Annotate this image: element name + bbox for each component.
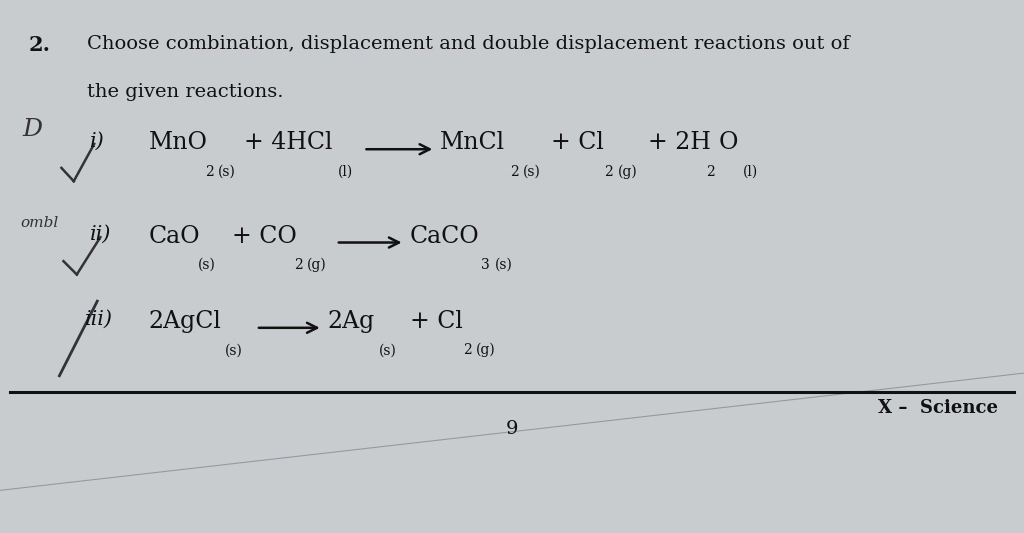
Text: 2: 2 bbox=[707, 165, 716, 179]
Text: CaCO: CaCO bbox=[410, 224, 479, 247]
Text: 2: 2 bbox=[463, 343, 472, 358]
Text: + Cl: + Cl bbox=[410, 310, 463, 333]
Text: D: D bbox=[23, 118, 43, 141]
Text: CaO: CaO bbox=[148, 224, 200, 247]
Text: (l): (l) bbox=[338, 165, 353, 179]
Text: (s): (s) bbox=[523, 165, 541, 179]
Text: (s): (s) bbox=[379, 343, 396, 358]
Text: 2.: 2. bbox=[29, 35, 50, 55]
Text: + Cl: + Cl bbox=[551, 131, 604, 154]
Text: Choose combination, displacement and double displacement reactions out of: Choose combination, displacement and dou… bbox=[87, 35, 850, 53]
Text: (g): (g) bbox=[476, 343, 496, 358]
Text: (s): (s) bbox=[225, 343, 243, 358]
Text: X –  Science: X – Science bbox=[879, 399, 998, 417]
Text: the given reactions.: the given reactions. bbox=[87, 83, 284, 101]
Text: (s): (s) bbox=[218, 165, 236, 179]
Text: MnO: MnO bbox=[148, 131, 208, 154]
Text: (s): (s) bbox=[495, 258, 512, 272]
Text: + 2H: + 2H bbox=[648, 131, 711, 154]
Text: i): i) bbox=[90, 132, 104, 151]
Text: + CO: + CO bbox=[232, 224, 297, 247]
Text: O: O bbox=[719, 131, 738, 154]
Text: 2: 2 bbox=[205, 165, 214, 179]
Text: 9: 9 bbox=[506, 421, 518, 439]
Text: 2Ag: 2Ag bbox=[328, 310, 375, 333]
Text: + 4HCl: + 4HCl bbox=[244, 131, 332, 154]
Text: 2: 2 bbox=[604, 165, 613, 179]
Text: ii): ii) bbox=[90, 225, 112, 244]
Text: (g): (g) bbox=[617, 165, 637, 179]
Text: ombl: ombl bbox=[20, 215, 58, 230]
Text: (g): (g) bbox=[307, 258, 327, 272]
Text: 2: 2 bbox=[510, 165, 519, 179]
Text: (l): (l) bbox=[742, 165, 758, 179]
Text: 2AgCl: 2AgCl bbox=[148, 310, 221, 333]
Text: iii): iii) bbox=[85, 310, 113, 329]
Text: 2: 2 bbox=[294, 258, 303, 272]
Text: MnCl: MnCl bbox=[440, 131, 506, 154]
Text: 3: 3 bbox=[481, 258, 490, 272]
Text: (s): (s) bbox=[198, 258, 215, 272]
